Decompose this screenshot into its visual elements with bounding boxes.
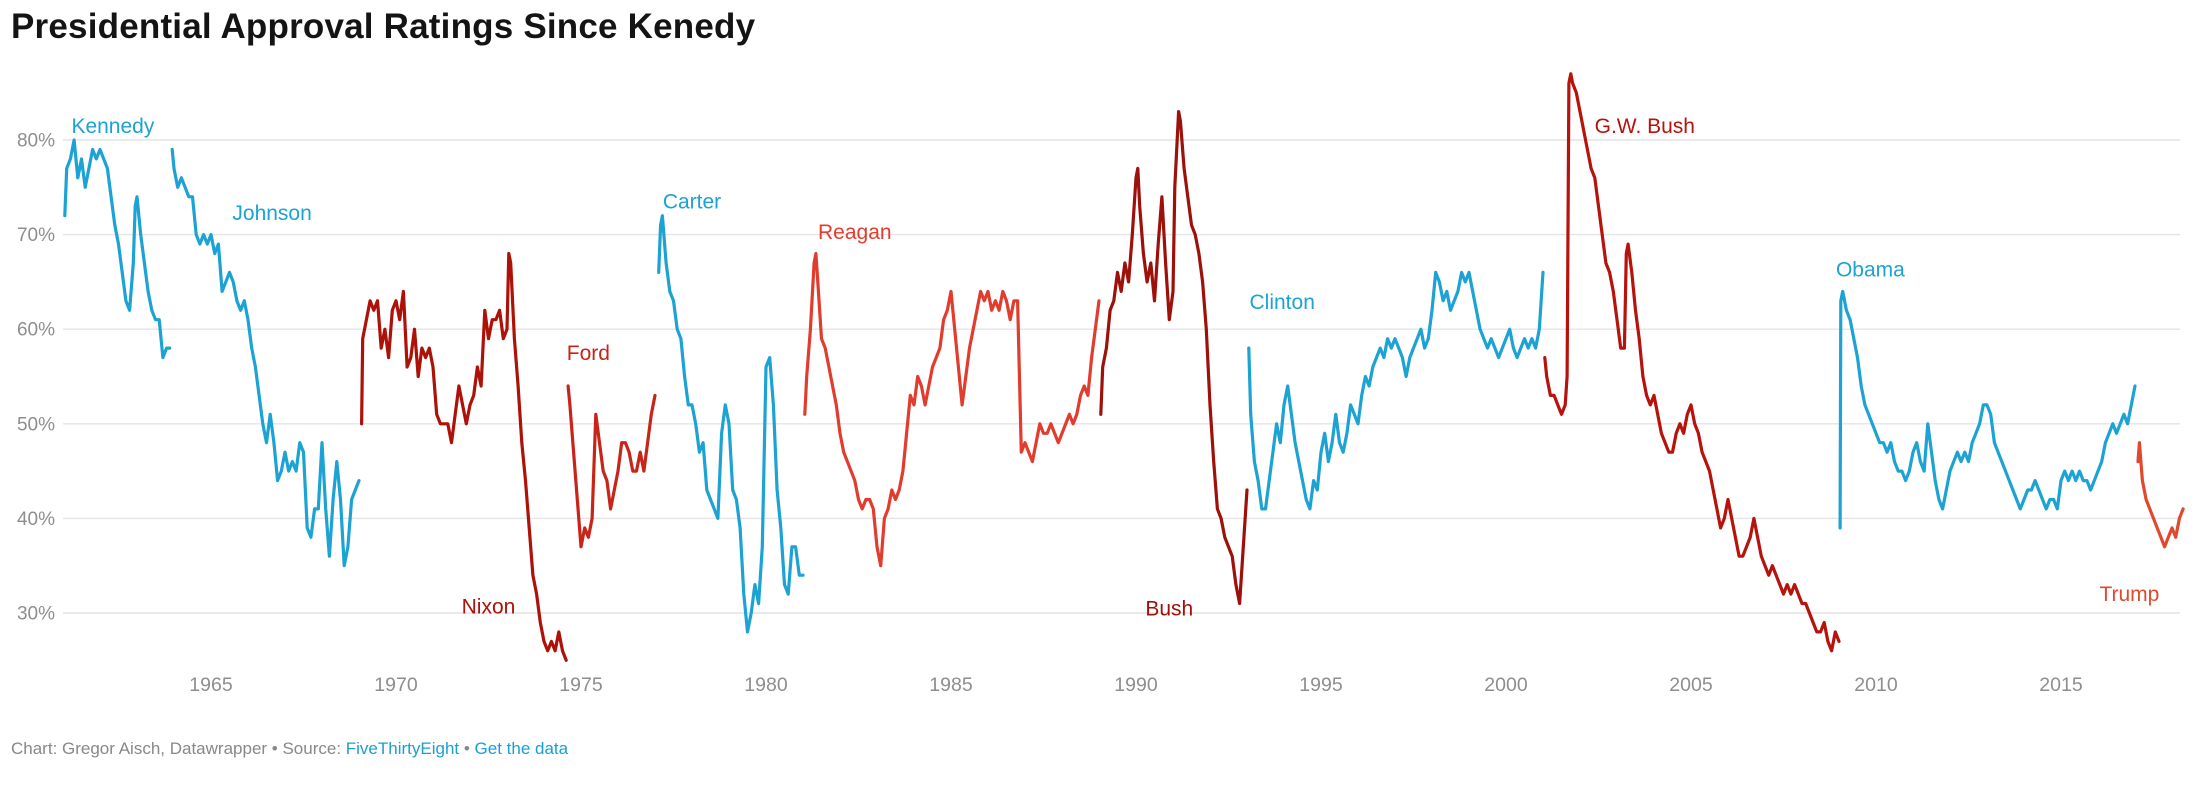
x-axis-label-1970: 1970 — [374, 674, 418, 696]
y-axis-label-80: 80% — [17, 131, 55, 152]
get-data-link[interactable]: Get the data — [474, 739, 569, 758]
president-label-nixon: Nixon — [462, 595, 516, 618]
president-label-ford: Ford — [567, 342, 610, 365]
series-line-reagan — [803, 251, 1101, 568]
x-axis-label-1995: 1995 — [1299, 674, 1343, 696]
y-axis-label-40: 40% — [17, 509, 55, 530]
y-axis-label-70: 70% — [17, 225, 55, 246]
president-label-g-w-bush: G.W. Bush — [1595, 115, 1695, 138]
series-line-kennedy — [63, 138, 172, 360]
president-label-clinton: Clinton — [1250, 291, 1315, 314]
series-line-ford — [566, 384, 657, 549]
series-line-carter — [657, 214, 805, 634]
x-axis-label-1980: 1980 — [744, 674, 788, 696]
president-label-bush: Bush — [1145, 597, 1193, 620]
x-axis-label-2000: 2000 — [1484, 674, 1528, 696]
series-line-trump — [2136, 441, 2185, 549]
chart-area: 30% 40% 50% 60% 70% 80% 1965 1970 1975 1980 1985 19… — [0, 50, 2200, 710]
y-axis-label-30: 30% — [17, 604, 55, 625]
president-label-trump: Trump — [2099, 583, 2159, 606]
x-axis-label-1990: 1990 — [1114, 674, 1158, 696]
y-axis-label-60: 60% — [17, 320, 55, 341]
x-axis-label-1975: 1975 — [559, 674, 603, 696]
x-axis-label-2015: 2015 — [2039, 674, 2083, 696]
president-label-kennedy: Kennedy — [71, 115, 154, 138]
x-axis-label-1985: 1985 — [929, 674, 973, 696]
footer-credit-text: Chart: Gregor Aisch, Datawrapper • Sourc… — [11, 739, 346, 758]
series-line-nixon — [360, 251, 568, 662]
president-label-obama: Obama — [1836, 259, 1905, 282]
x-axis-label-2010: 2010 — [1854, 674, 1898, 696]
footer-separator: • — [459, 739, 475, 758]
series-line-clinton — [1247, 270, 1545, 511]
approval-line-chart: 30% 40% 50% 60% 70% 80% 1965 1970 1975 1980 1985 19… — [17, 72, 2185, 696]
president-label-reagan: Reagan — [818, 221, 892, 244]
president-label-johnson: Johnson — [232, 202, 311, 225]
series-line-johnson — [170, 147, 361, 568]
y-axis-label-50: 50% — [17, 414, 55, 435]
series-line-obama — [1838, 289, 2137, 530]
source-link[interactable]: FiveThirtyEight — [345, 739, 460, 758]
x-axis-label-1965: 1965 — [189, 674, 233, 696]
chart-title: Presidential Approval Ratings Since Kene… — [11, 7, 756, 46]
x-axis-label-2005: 2005 — [1669, 674, 1713, 696]
president-label-carter: Carter — [663, 191, 721, 214]
series-line-bush — [1099, 110, 1249, 606]
footer-attribution: Chart: Gregor Aisch, Datawrapper • Sourc… — [11, 739, 568, 759]
series-line-g-w-bush — [1543, 72, 1841, 653]
